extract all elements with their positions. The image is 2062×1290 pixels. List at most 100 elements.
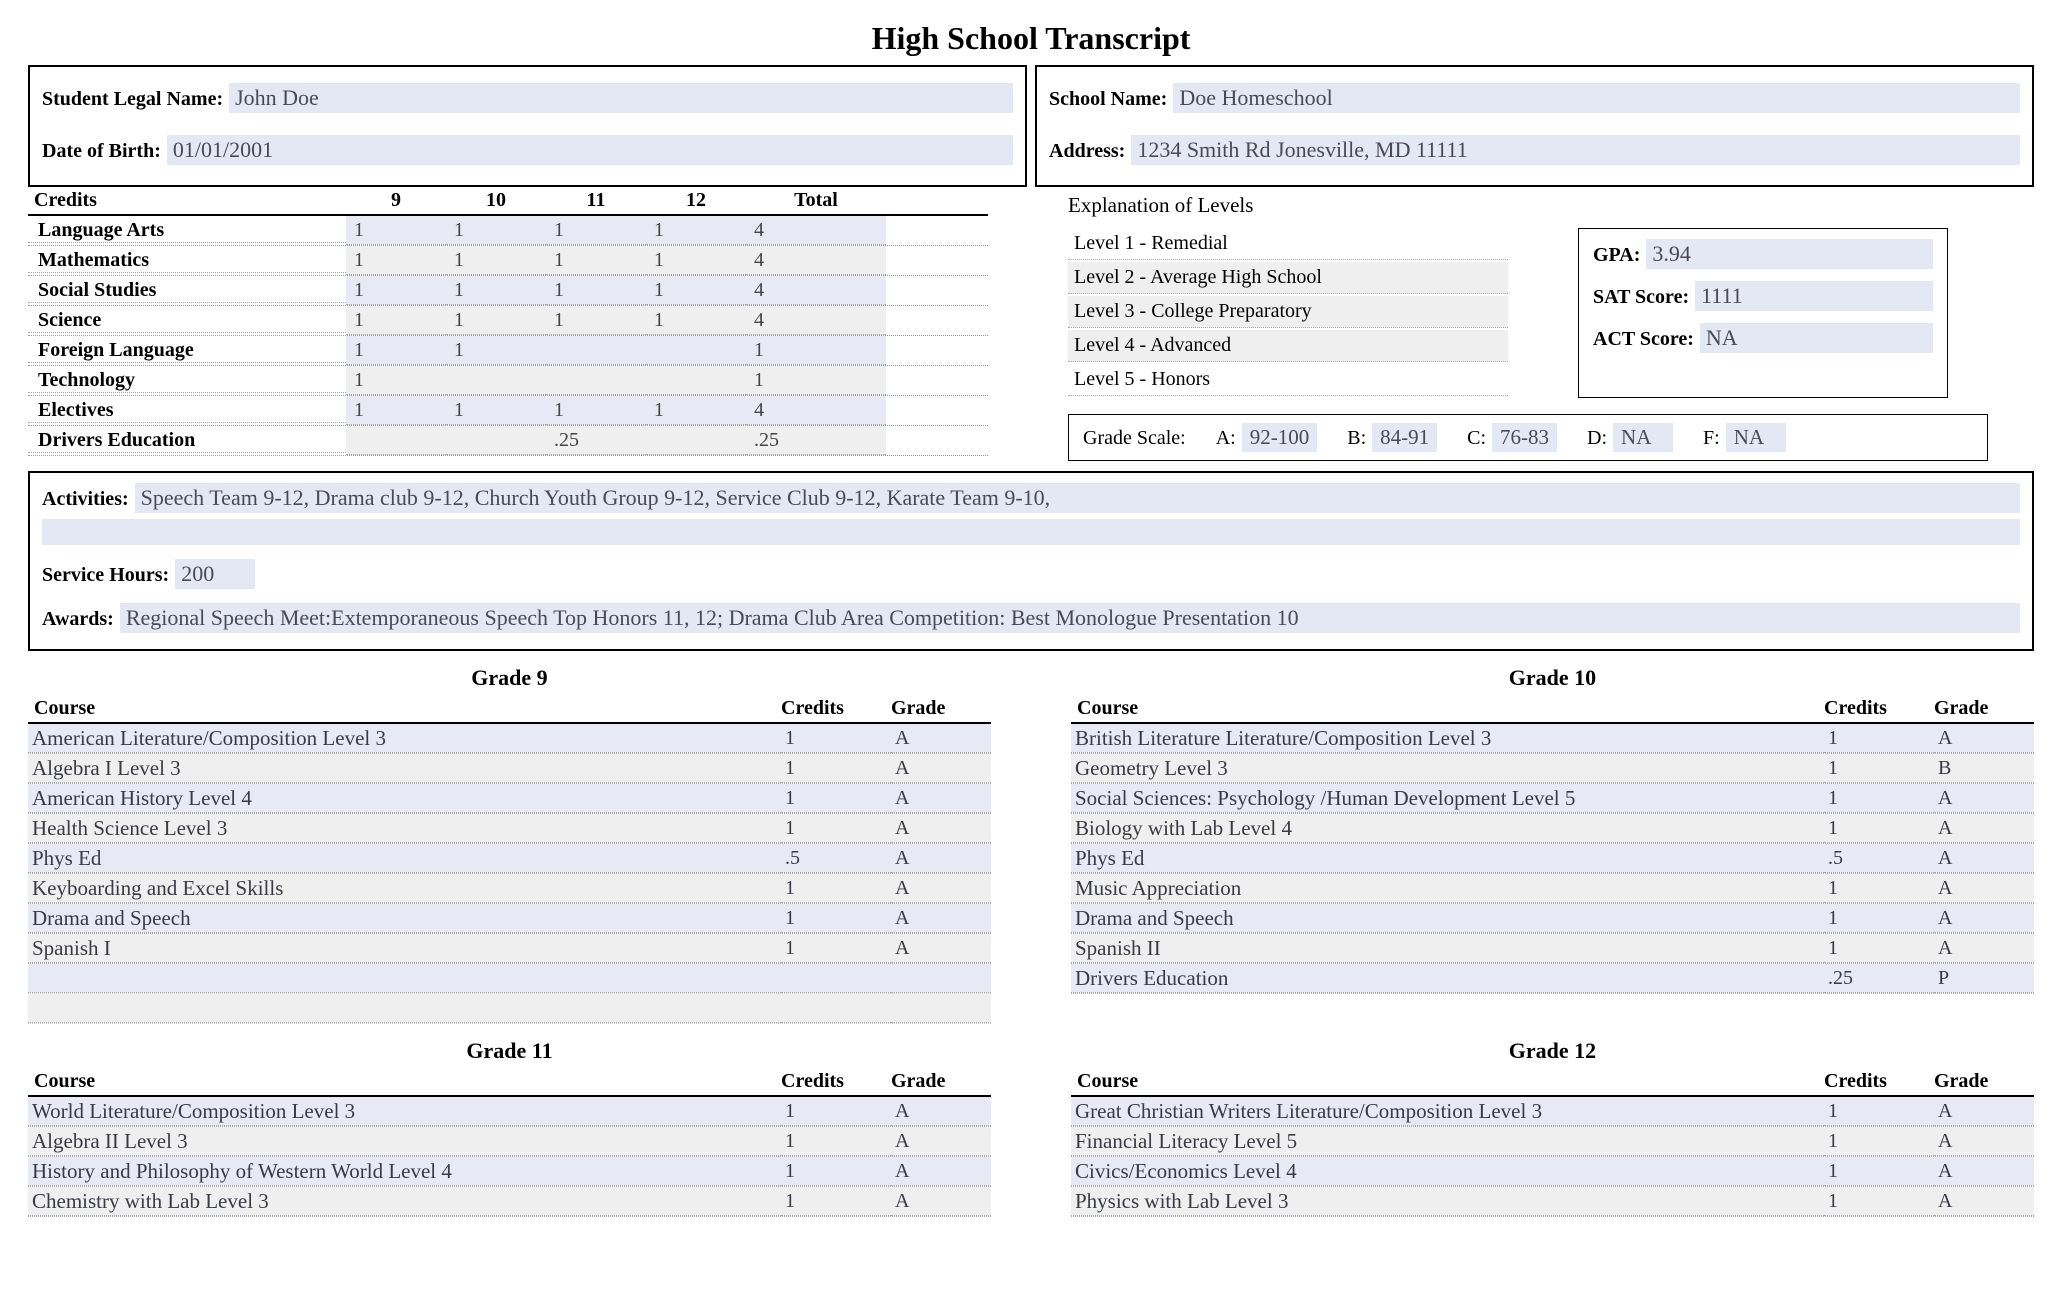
credits-total[interactable]: 4: [746, 306, 886, 335]
credits-cell[interactable]: 1: [546, 276, 646, 305]
student-name-value[interactable]: John Doe: [229, 83, 1013, 113]
course-credits[interactable]: [781, 994, 891, 1023]
credits-cell[interactable]: 1: [346, 306, 446, 335]
course-name[interactable]: World Literature/Composition Level 3: [28, 1097, 781, 1126]
credits-cell[interactable]: 1: [346, 336, 446, 365]
course-name[interactable]: Spanish II: [1071, 934, 1824, 963]
course-grade[interactable]: A: [1934, 844, 2034, 873]
course-grade[interactable]: A: [1934, 784, 2034, 813]
course-name[interactable]: Financial Literacy Level 5: [1071, 1127, 1824, 1156]
course-grade[interactable]: A: [891, 874, 991, 903]
credits-cell[interactable]: 1: [446, 336, 546, 365]
course-credits[interactable]: 1: [1824, 814, 1934, 843]
course-grade[interactable]: B: [1934, 754, 2034, 783]
activities-blank-line[interactable]: [42, 519, 2020, 545]
course-credits[interactable]: 1: [1824, 754, 1934, 783]
course-credits[interactable]: 1: [1824, 784, 1934, 813]
credits-cell[interactable]: 1: [546, 216, 646, 245]
service-hours-value[interactable]: 200: [175, 559, 255, 589]
course-name[interactable]: Biology with Lab Level 4: [1071, 814, 1824, 843]
course-grade[interactable]: A: [1934, 1157, 2034, 1186]
gpa-value[interactable]: 3.94: [1646, 239, 1933, 269]
course-name[interactable]: Phys Ed: [1071, 844, 1824, 873]
course-grade[interactable]: A: [891, 724, 991, 753]
credits-cell[interactable]: 1: [346, 276, 446, 305]
credits-cell[interactable]: 1: [546, 306, 646, 335]
course-grade[interactable]: A: [891, 1127, 991, 1156]
course-name[interactable]: Keyboarding and Excel Skills: [28, 874, 781, 903]
credits-total[interactable]: .25: [746, 426, 886, 455]
gs-b-value[interactable]: 84-91: [1372, 423, 1437, 452]
course-credits[interactable]: 1: [1824, 874, 1934, 903]
course-grade[interactable]: A: [891, 1097, 991, 1126]
address-value[interactable]: 1234 Smith Rd Jonesville, MD 11111: [1131, 135, 2020, 165]
credits-cell[interactable]: [646, 426, 746, 455]
course-name[interactable]: Health Science Level 3: [28, 814, 781, 843]
credits-cell[interactable]: 1: [346, 216, 446, 245]
credits-cell[interactable]: 1: [646, 306, 746, 335]
course-name[interactable]: Spanish I: [28, 934, 781, 963]
credits-cell[interactable]: [546, 336, 646, 365]
credits-total[interactable]: 4: [746, 276, 886, 305]
course-name[interactable]: British Literature Literature/Compositio…: [1071, 724, 1824, 753]
course-name[interactable]: Phys Ed: [28, 844, 781, 873]
course-name[interactable]: [28, 964, 781, 993]
course-grade[interactable]: A: [1934, 904, 2034, 933]
course-name[interactable]: Drama and Speech: [1071, 904, 1824, 933]
credits-cell[interactable]: 1: [646, 396, 746, 425]
course-credits[interactable]: 1: [1824, 1127, 1934, 1156]
course-credits[interactable]: 1: [781, 1187, 891, 1216]
course-credits[interactable]: 1: [781, 724, 891, 753]
act-value[interactable]: NA: [1700, 323, 1933, 353]
course-grade[interactable]: A: [1934, 1187, 2034, 1216]
course-name[interactable]: History and Philosophy of Western World …: [28, 1157, 781, 1186]
course-name[interactable]: Great Christian Writers Literature/Compo…: [1071, 1097, 1824, 1126]
course-name[interactable]: [28, 994, 781, 1023]
credits-cell[interactable]: 1: [546, 246, 646, 275]
credits-cell[interactable]: 1: [346, 366, 446, 395]
course-credits[interactable]: 1: [781, 814, 891, 843]
credits-total[interactable]: 4: [746, 246, 886, 275]
course-credits[interactable]: [781, 964, 891, 993]
credits-cell[interactable]: 1: [446, 276, 546, 305]
course-name[interactable]: Algebra II Level 3: [28, 1127, 781, 1156]
course-credits[interactable]: 1: [1824, 1187, 1934, 1216]
course-name[interactable]: Algebra I Level 3: [28, 754, 781, 783]
course-name[interactable]: Geometry Level 3: [1071, 754, 1824, 783]
course-credits[interactable]: 1: [1824, 1157, 1934, 1186]
course-credits[interactable]: 1: [781, 1127, 891, 1156]
course-grade[interactable]: [891, 994, 991, 1023]
gs-d-value[interactable]: NA: [1613, 423, 1673, 452]
credits-cell[interactable]: 1: [346, 396, 446, 425]
course-grade[interactable]: A: [891, 814, 991, 843]
course-credits[interactable]: 1: [1824, 1097, 1934, 1126]
credits-total[interactable]: 1: [746, 366, 886, 395]
credits-cell[interactable]: 1: [646, 276, 746, 305]
course-grade[interactable]: A: [1934, 934, 2034, 963]
credits-total[interactable]: 4: [746, 396, 886, 425]
credits-cell[interactable]: 1: [546, 396, 646, 425]
credits-cell[interactable]: [646, 366, 746, 395]
course-grade[interactable]: A: [891, 844, 991, 873]
course-grade[interactable]: [891, 964, 991, 993]
credits-cell[interactable]: [446, 426, 546, 455]
gs-a-value[interactable]: 92-100: [1242, 423, 1318, 452]
credits-cell[interactable]: 1: [446, 396, 546, 425]
course-grade[interactable]: A: [891, 1187, 991, 1216]
gs-f-value[interactable]: NA: [1726, 423, 1786, 452]
course-credits[interactable]: 1: [781, 784, 891, 813]
school-name-value[interactable]: Doe Homeschool: [1173, 83, 2020, 113]
credits-cell[interactable]: [546, 366, 646, 395]
course-credits[interactable]: 1: [1824, 904, 1934, 933]
credits-cell[interactable]: [346, 426, 446, 455]
course-grade[interactable]: A: [1934, 1097, 2034, 1126]
credits-cell[interactable]: [646, 336, 746, 365]
course-credits[interactable]: 1: [1824, 724, 1934, 753]
course-grade[interactable]: P: [1934, 964, 2034, 993]
course-grade[interactable]: A: [891, 904, 991, 933]
course-name[interactable]: Drama and Speech: [28, 904, 781, 933]
course-grade[interactable]: A: [1934, 1127, 2034, 1156]
course-name[interactable]: Chemistry with Lab Level 3: [28, 1187, 781, 1216]
course-credits[interactable]: 1: [781, 754, 891, 783]
course-name[interactable]: Physics with Lab Level 3: [1071, 1187, 1824, 1216]
